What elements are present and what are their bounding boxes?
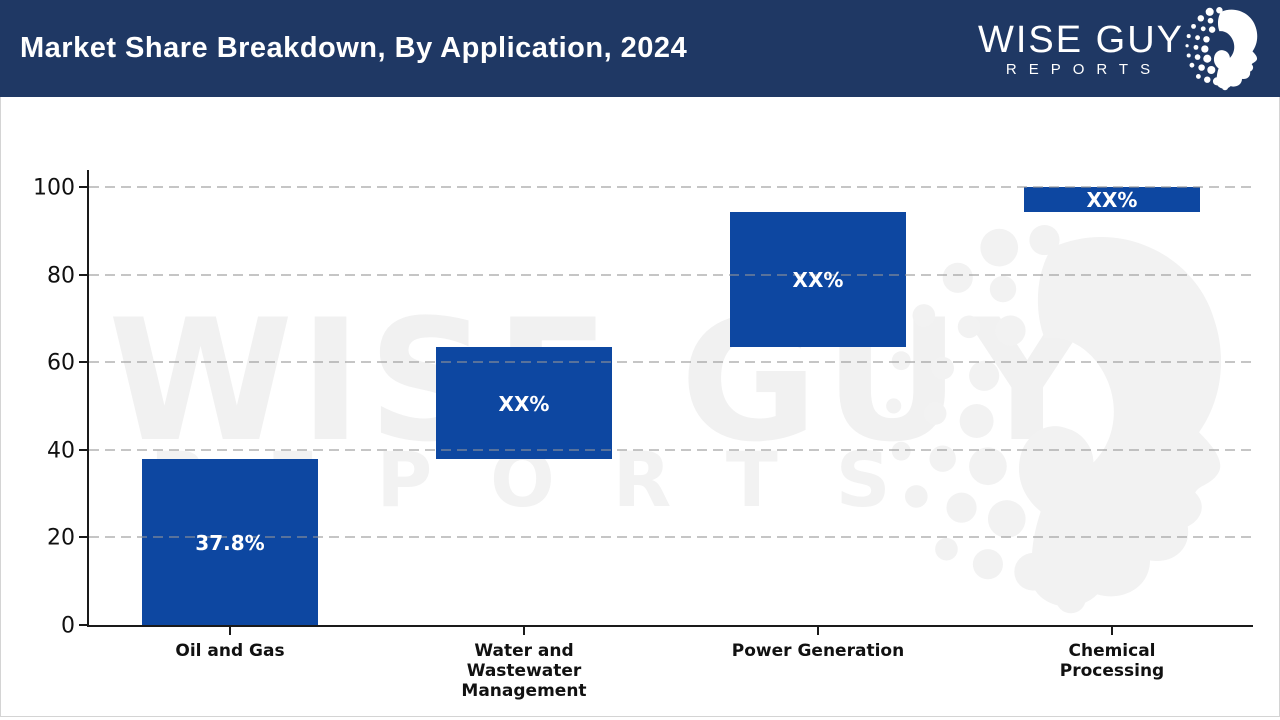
bar-value-label: XX% (792, 268, 844, 293)
y-tick-mark (79, 536, 87, 539)
y-tick-label: 80 (47, 263, 75, 289)
bar-4 (1024, 187, 1200, 212)
chart-title: Market Share Breakdown, By Application, … (20, 32, 688, 64)
y-tick-mark (79, 624, 87, 626)
bar-3 (730, 211, 906, 347)
y-tick-label: 100 (33, 175, 75, 201)
header-bar: Market Share Breakdown, By Application, … (0, 0, 1280, 97)
gridline (89, 448, 1253, 451)
logo-subtext: REPORTS (1005, 61, 1163, 78)
y-tick-mark (79, 186, 87, 188)
bar-2 (436, 346, 612, 460)
x-category-label: Chemical Processing (1059, 641, 1165, 681)
x-tick-mark (1111, 627, 1113, 635)
x-tick-mark (523, 627, 525, 635)
bar-value-label: XX% (498, 392, 550, 417)
y-tick-mark (79, 273, 87, 276)
y-axis-line (87, 170, 89, 627)
y-tick-label: 0 (61, 613, 75, 639)
watermark-head-icon (886, 225, 1222, 614)
wiseguy-logo: WISE GUY REPORTS (978, 6, 1264, 92)
gridline (89, 361, 1253, 364)
x-category-label: Oil and Gas (175, 641, 285, 661)
x-tick-mark (229, 627, 231, 635)
chart-area: WISE GUY REPORTS 0 20 40 60 80 100 37.8% Oil an… (0, 97, 1280, 716)
wiseguy-head-icon (1185, 7, 1258, 91)
x-tick-mark (817, 627, 819, 635)
y-tick-mark (79, 361, 87, 364)
y-tick-label: 60 (47, 350, 75, 376)
y-tick-label: 40 (47, 438, 75, 464)
gridline (89, 186, 1253, 188)
bar-1 (142, 459, 318, 625)
bar-value-label: XX% (1086, 188, 1138, 213)
x-category-label: Power Generation (731, 641, 905, 661)
gridline (89, 273, 1253, 276)
y-tick-label: 20 (47, 525, 75, 551)
logo-text: WISE GUY REPORTS (978, 20, 1184, 78)
gridline (89, 536, 1253, 539)
x-axis-line (87, 625, 1253, 627)
bar-value-label: 37.8% (195, 531, 265, 556)
logo-wordmark: WISE GUY (977, 19, 1184, 61)
x-category-label: Water and Wastewater Management (461, 641, 587, 701)
y-tick-mark (79, 448, 87, 451)
